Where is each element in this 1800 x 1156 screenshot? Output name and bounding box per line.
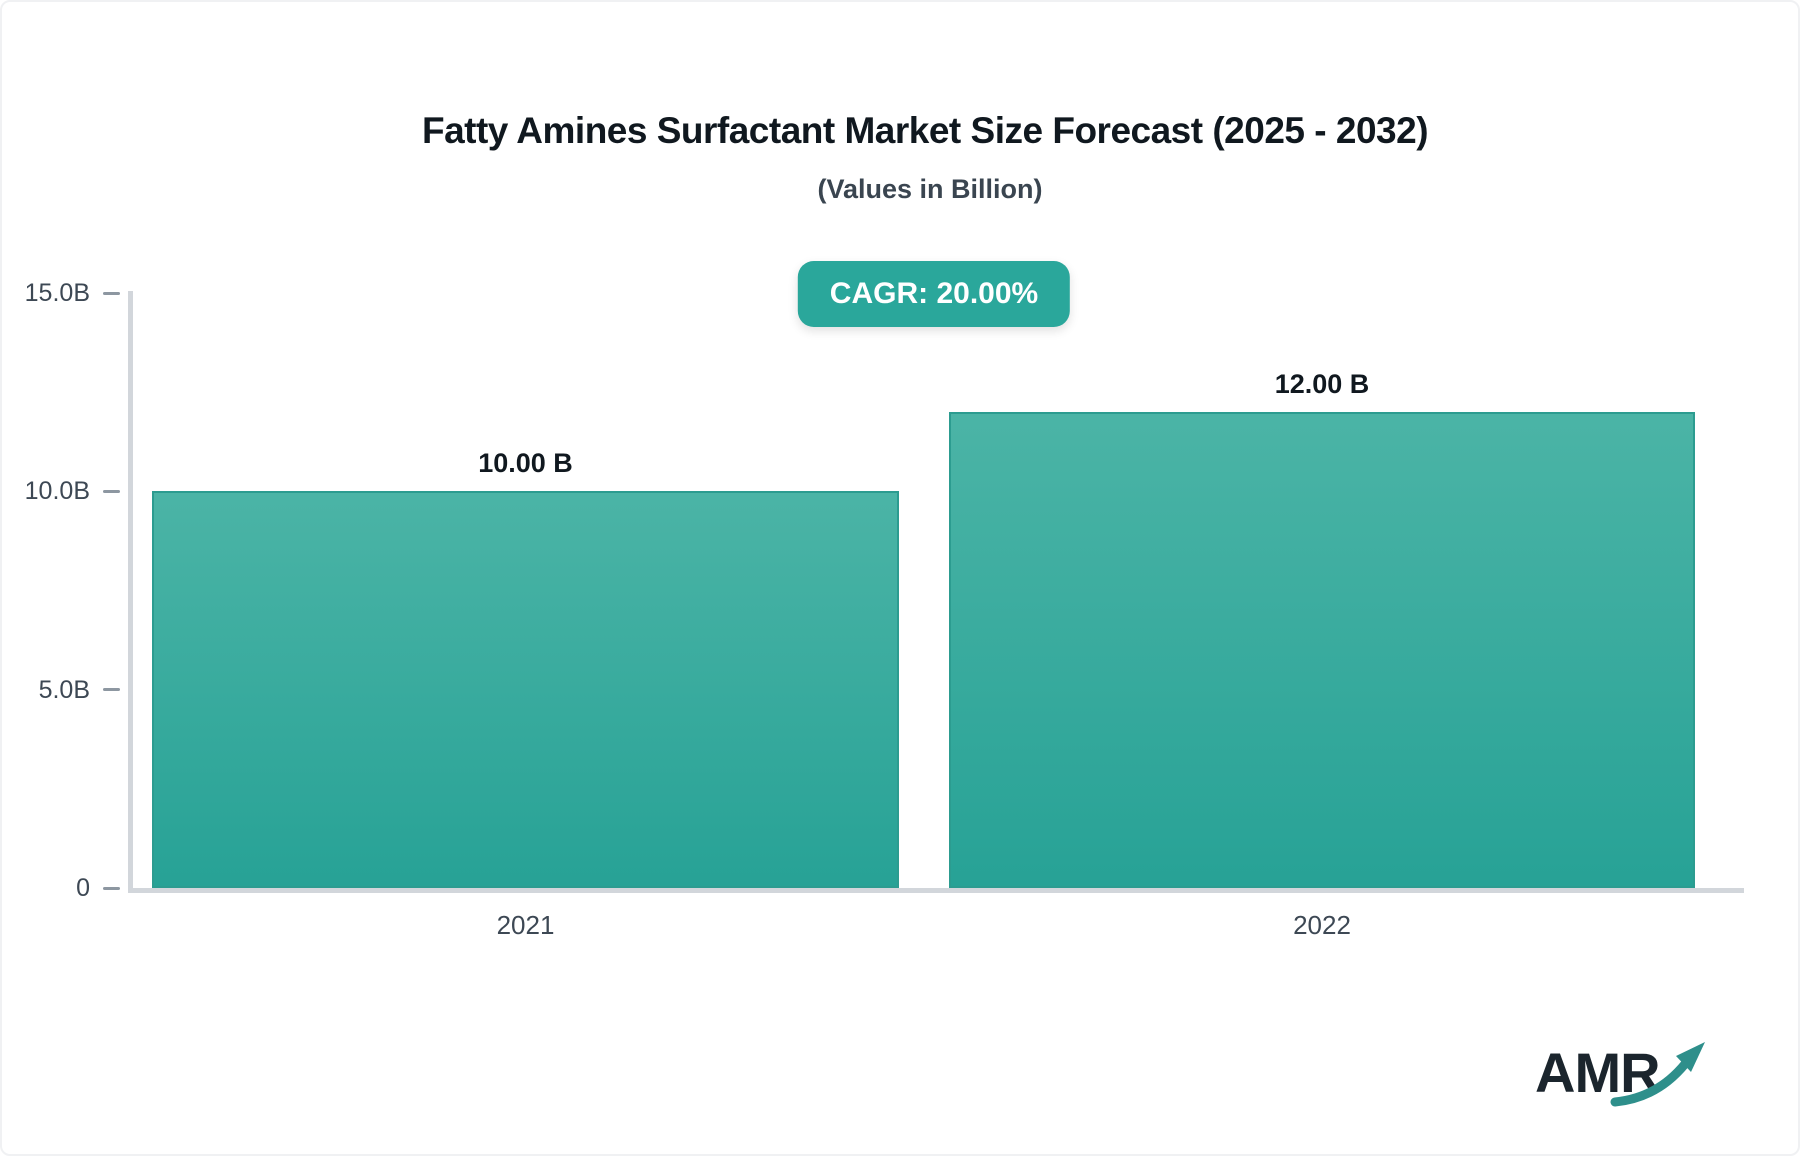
bar-value-label: 12.00 B (1274, 369, 1370, 399)
y-tick-label: 15.0B (24, 279, 90, 307)
amr-logo-graphic: AMR (1535, 1041, 1705, 1107)
y-tick-label: 5.0B (38, 675, 90, 704)
y-tick-mark (103, 291, 120, 295)
growth-arrow-icon (1610, 1042, 1705, 1107)
y-tick-mark (103, 489, 120, 493)
chart-subtitle: (Values in Billion) (817, 174, 1043, 204)
cagr-badge: CAGR: 20.00% (797, 261, 1071, 327)
bar-value-label: 10.00 B (478, 448, 573, 479)
amr-logo: AMR (1535, 1034, 1720, 1112)
bar-2022 (949, 412, 1695, 888)
x-axis-category-label: 2022 (1293, 910, 1351, 940)
y-tick-mark (103, 886, 120, 890)
y-tick-label: 0 (76, 874, 90, 902)
cagr-badge-label: CAGR: 20.00% (829, 277, 1039, 310)
y-tick-label: 10.0B (24, 477, 90, 506)
x-axis-baseline (128, 888, 1744, 893)
y-axis-line (128, 291, 133, 892)
x-axis-category-label: 2021 (496, 910, 555, 940)
chart-title: Fatty Amines Surfactant Market Size Fore… (421, 110, 1429, 151)
y-tick-mark (103, 688, 120, 692)
bar-2021 (152, 491, 899, 888)
